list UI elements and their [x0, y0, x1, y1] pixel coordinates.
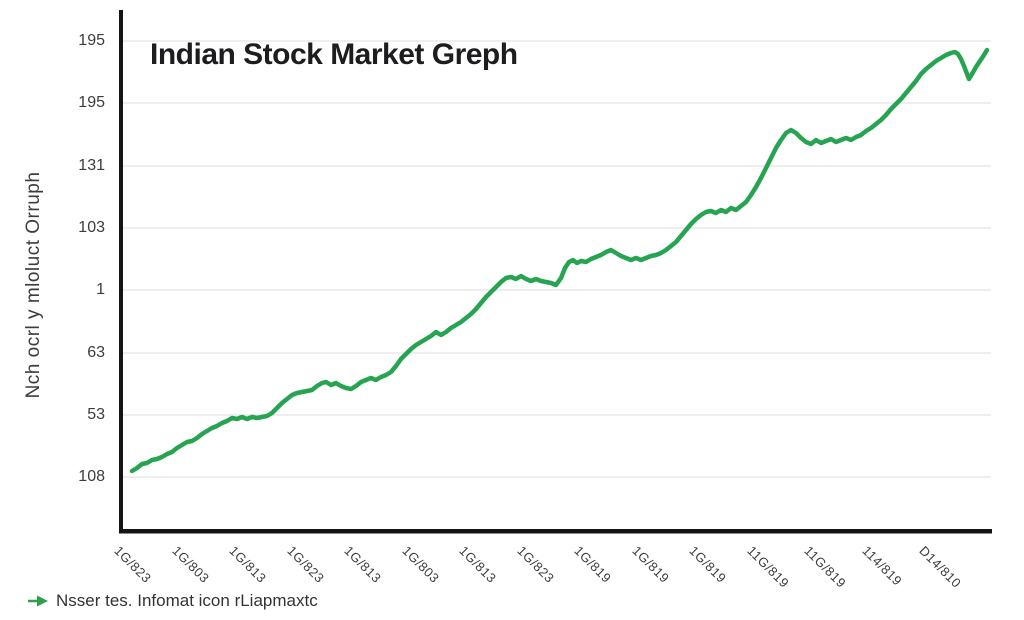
y-axis-line: [119, 10, 123, 533]
y-tick-label: 53: [87, 406, 105, 423]
arrow-right-icon: [28, 595, 48, 607]
y-tick-label: 103: [78, 219, 105, 236]
y-tick-label: 108: [78, 468, 105, 485]
y-tick-label: 195: [78, 32, 105, 49]
chart-title: Indian Stock Market Greph: [150, 38, 518, 71]
y-tick-label: 1: [96, 281, 105, 298]
series-line: [129, 47, 990, 474]
legend: Nsser tes. Infomat icon rLiapmaxtc: [28, 591, 318, 611]
y-tick-label: 195: [78, 94, 105, 111]
x-axis-line: [119, 529, 992, 534]
y-tick-label: 131: [78, 157, 105, 174]
legend-label: Nsser tes. Infomat icon rLiapmaxtc: [56, 591, 318, 610]
y-tick-label: 63: [87, 344, 105, 361]
